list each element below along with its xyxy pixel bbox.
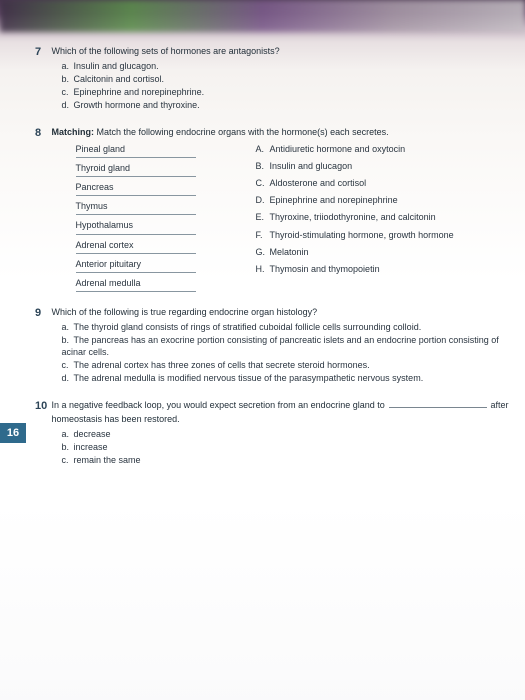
option-a: a.Insulin and glucagon. (62, 59, 509, 72)
matching-table: Pineal gland Thyroid gland Pancreas Thym… (76, 142, 509, 292)
match-organ: Adrenal medulla (76, 276, 196, 292)
option-c: c.The adrenal cortex has three zones of … (62, 359, 509, 372)
option-d: d.Growth hormone and thyroxine. (62, 99, 509, 112)
match-hormone: F.Thyroid-stimulating hormone, growth ho… (256, 228, 454, 242)
match-right-column: A.Antidiuretic hormone and oxytocin B.In… (256, 142, 454, 292)
match-hormone: G.Melatonin (256, 245, 454, 259)
match-hormone: H.Thymosin and thymopoietin (256, 262, 454, 276)
question-stem-line1: In a negative feedback loop, you would e… (52, 399, 509, 411)
match-hormone: C.Aldosterone and cortisol (256, 176, 454, 190)
option-a: a.decrease (62, 427, 509, 440)
page-bottom-shade (0, 500, 525, 700)
match-left-column: Pineal gland Thyroid gland Pancreas Thym… (76, 142, 196, 292)
question-9: 9 Which of the following is true regardi… (35, 306, 510, 385)
question-body: In a negative feedback loop, you would e… (52, 399, 509, 467)
match-organ: Anterior pituitary (76, 257, 196, 273)
question-10: 10 In a negative feedback loop, you woul… (35, 399, 510, 467)
question-stem: Which of the following sets of hormones … (52, 45, 509, 57)
question-body: Which of the following sets of hormones … (52, 45, 509, 112)
option-a: a.The thyroid gland consists of rings of… (62, 320, 509, 333)
match-organ: Pancreas (76, 180, 196, 196)
option-c: c.remain the same (62, 453, 509, 466)
match-hormone: B.Insulin and glucagon (256, 159, 454, 173)
match-organ: Thymus (76, 199, 196, 215)
match-hormone: A.Antidiuretic hormone and oxytocin (256, 142, 454, 156)
page-top-photo-edge (0, 0, 525, 32)
question-stem: Which of the following is true regarding… (52, 306, 509, 318)
match-organ: Thyroid gland (76, 161, 196, 177)
question-body: Which of the following is true regarding… (52, 306, 509, 385)
question-number: 9 (35, 306, 49, 321)
option-b: b.increase (62, 440, 509, 453)
option-b: b.Calcitonin and cortisol. (62, 72, 509, 85)
page-content: 7 Which of the following sets of hormone… (35, 45, 510, 481)
question-body: Matching: Match the following endocrine … (52, 126, 509, 292)
fill-blank (389, 399, 487, 408)
question-number: 10 (35, 399, 49, 414)
question-number: 7 (35, 45, 49, 60)
question-number: 8 (35, 126, 49, 141)
option-c: c.Epinephrine and norepinephrine. (62, 85, 509, 98)
option-b: b.The pancreas has an exocrine portion c… (62, 333, 509, 358)
option-d: d.The adrenal medulla is modified nervou… (62, 372, 509, 385)
match-organ: Hypothalamus (76, 218, 196, 234)
chapter-tab: 16 (0, 423, 26, 443)
match-hormone: E.Thyroxine, triiodothyronine, and calci… (256, 210, 454, 224)
question-7: 7 Which of the following sets of hormone… (35, 45, 510, 112)
match-hormone: D.Epinephrine and norepinephrine (256, 193, 454, 207)
question-8: 8 Matching: Match the following endocrin… (35, 126, 510, 292)
match-organ: Adrenal cortex (76, 238, 196, 254)
match-organ: Pineal gland (76, 142, 196, 158)
question-stem: Matching: Match the following endocrine … (52, 126, 509, 138)
question-stem-line2: homeostasis has been restored. (52, 413, 509, 425)
